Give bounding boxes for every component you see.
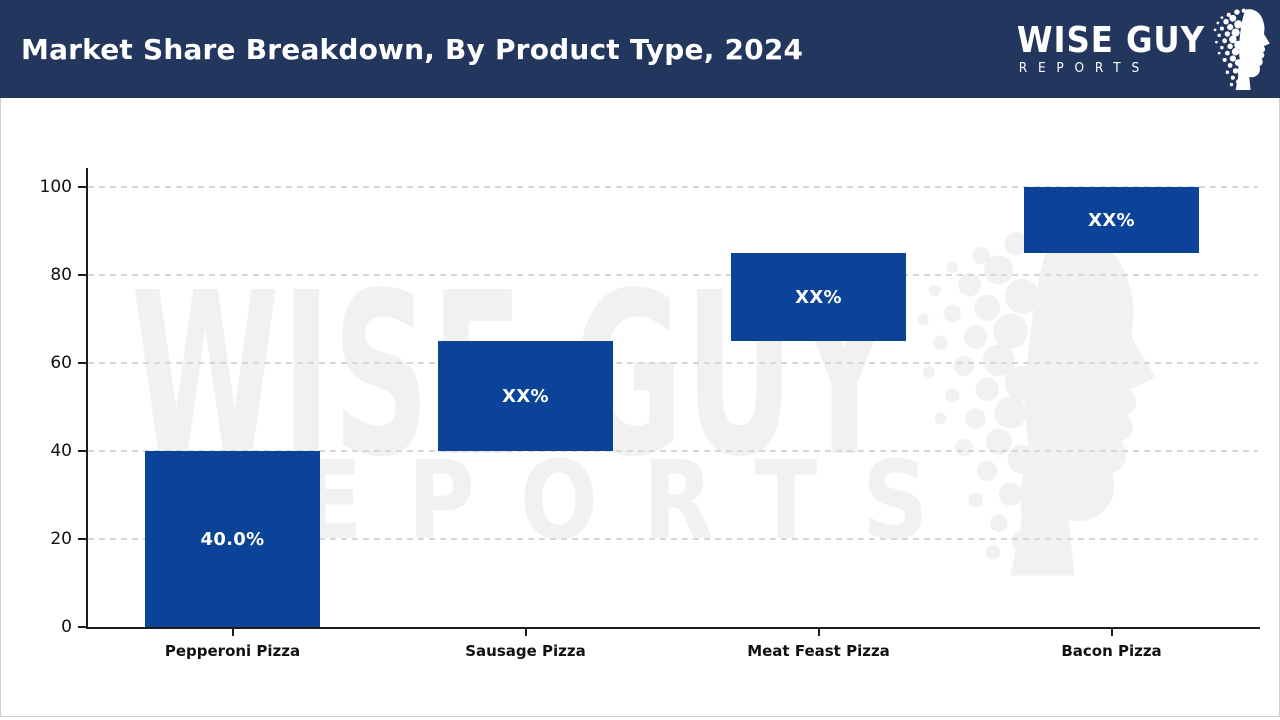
logo-reports-label: REPORTS bbox=[1018, 59, 1150, 76]
logo-name-label: WISE GUY bbox=[1016, 19, 1205, 61]
wise-guy-logo: WISE GUY REPORTS bbox=[996, 0, 1270, 98]
chart-canvas: WISE GUY REPORTS bbox=[0, 98, 1280, 717]
logo-face-icon bbox=[1208, 8, 1270, 90]
header: Market Share Breakdown, By Product Type,… bbox=[0, 0, 1280, 98]
watermark-reports: REPORTS bbox=[184, 439, 974, 564]
page-title: Market Share Breakdown, By Product Type,… bbox=[21, 32, 804, 66]
logo-wordmark: WISE GUY REPORTS bbox=[1016, 19, 1205, 76]
watermark-face-icon bbox=[894, 226, 1156, 576]
